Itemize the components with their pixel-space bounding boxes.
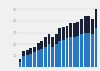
Bar (73, 23, 76, 37)
Bar (95, 28, 97, 67)
Bar (40, 41, 43, 49)
Bar (26, 50, 29, 55)
Bar (76, 22, 79, 36)
Bar (22, 56, 25, 67)
Bar (84, 16, 87, 33)
Bar (76, 36, 79, 67)
Bar (80, 34, 83, 67)
Bar (48, 44, 50, 67)
Bar (73, 37, 76, 67)
Bar (37, 50, 40, 67)
Bar (84, 33, 87, 67)
Bar (26, 55, 29, 67)
Bar (58, 41, 61, 67)
Bar (66, 38, 69, 67)
Bar (22, 51, 25, 56)
Bar (19, 62, 21, 67)
Bar (95, 9, 97, 28)
Bar (44, 47, 47, 67)
Bar (62, 40, 65, 67)
Bar (40, 49, 43, 67)
Bar (69, 23, 72, 37)
Bar (69, 37, 72, 67)
Bar (58, 28, 61, 41)
Bar (29, 48, 32, 54)
Bar (37, 43, 40, 50)
Bar (62, 27, 65, 40)
Bar (55, 44, 58, 67)
Bar (33, 47, 36, 52)
Bar (87, 16, 90, 33)
Bar (51, 47, 54, 67)
Bar (80, 19, 83, 34)
Bar (44, 37, 47, 47)
Bar (91, 34, 94, 67)
Bar (91, 19, 94, 34)
Bar (33, 52, 36, 67)
Bar (48, 34, 50, 44)
Bar (87, 33, 90, 67)
Bar (66, 26, 69, 38)
Bar (29, 54, 32, 67)
Bar (51, 37, 54, 47)
Bar (19, 59, 21, 62)
Bar (55, 34, 58, 44)
